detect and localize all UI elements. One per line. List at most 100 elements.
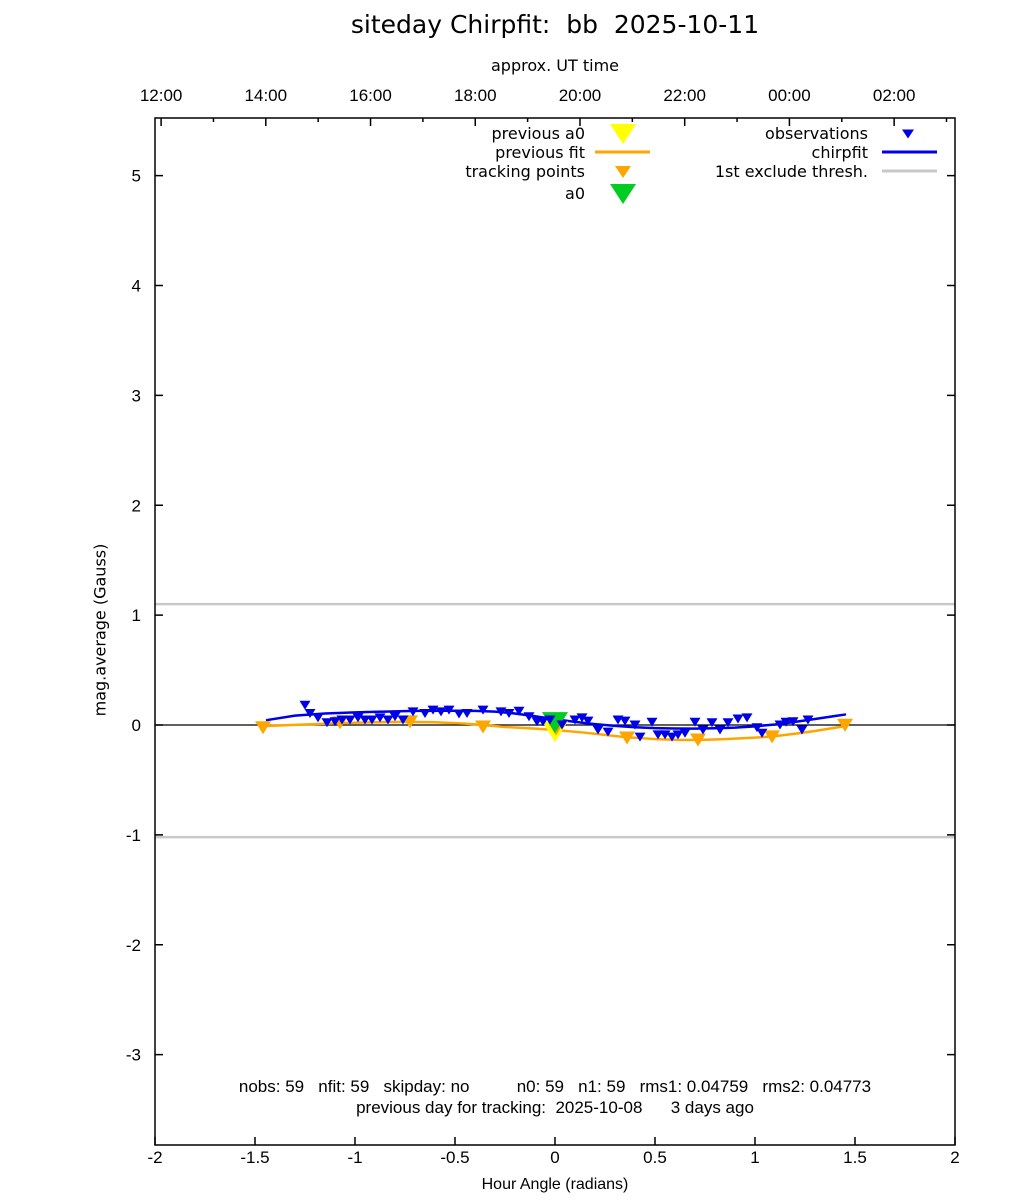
tracking-point: [475, 720, 491, 734]
observation-point: [321, 718, 333, 728]
ut-tick-label: 12:00: [140, 86, 183, 105]
observation-point: [774, 720, 786, 730]
legend-label: previous fit: [495, 143, 585, 162]
tracking-point: [255, 721, 271, 735]
x-tick-label: 2: [950, 1148, 959, 1167]
observation-point: [419, 708, 431, 718]
observation-point: [689, 717, 701, 727]
legend-marker-sample: [610, 184, 636, 204]
observation-point: [495, 707, 507, 717]
x-tick-label: -1.5: [240, 1148, 269, 1167]
observation-point: [382, 715, 394, 725]
observation-point: [513, 706, 525, 716]
observation-point: [787, 717, 799, 727]
observation-point: [461, 708, 473, 718]
observation-point: [435, 707, 447, 717]
ut-tick-label: 20:00: [559, 86, 602, 105]
observation-point: [453, 709, 465, 719]
tracking-point: [690, 733, 706, 747]
observation-point: [556, 720, 568, 730]
y-tick-label: 3: [132, 386, 141, 405]
legend-marker-sample: [610, 124, 636, 144]
x-tick-label: 0.5: [643, 1148, 667, 1167]
y-tick-label: 2: [132, 496, 141, 515]
observation-point: [634, 732, 646, 742]
top-axis-title: approx. UT time: [491, 56, 619, 75]
tracking-point: [837, 718, 853, 732]
observation-point: [666, 732, 678, 742]
observation-point: [582, 716, 594, 726]
observation-point: [714, 725, 726, 735]
chart-title: siteday Chirpfit: bb 2025-10-11: [350, 10, 760, 39]
observation-point: [359, 715, 371, 725]
legend-label: observations: [765, 124, 868, 143]
observation-point: [697, 725, 709, 735]
y-tick-label: -3: [126, 1046, 141, 1065]
x-tick-label: -2: [147, 1148, 162, 1167]
legend-marker-sample: [615, 166, 631, 178]
observation-point: [336, 715, 348, 725]
y-axis-title: mag.average (Gauss): [90, 543, 110, 717]
observation-point: [741, 713, 753, 723]
y-tick-label: 0: [132, 716, 141, 735]
y-tick-label: 1: [132, 606, 141, 625]
legend-label: previous a0: [492, 124, 585, 143]
ut-tick-label: 14:00: [245, 86, 288, 105]
x-tick-label: 1: [750, 1148, 759, 1167]
observation-point: [312, 713, 324, 723]
observation-point: [537, 717, 549, 727]
x-tick-label: 0: [550, 1148, 559, 1167]
observation-point: [407, 707, 419, 717]
observation-point: [569, 715, 581, 725]
ut-tick-label: 18:00: [454, 86, 497, 105]
observation-point: [780, 717, 792, 727]
legend-label: chirpfit: [812, 143, 868, 162]
ut-tick-label: 02:00: [873, 86, 916, 105]
observation-point: [796, 725, 808, 735]
fit-stats-line: nobs: 59 nfit: 59 skipday: no n0: 59 n1:…: [238, 1077, 872, 1096]
y-tick-label: -1: [126, 826, 141, 845]
x-tick-label: -0.5: [440, 1148, 469, 1167]
y-tick-label: 5: [132, 167, 141, 186]
observation-point: [304, 708, 316, 718]
observation-point: [679, 728, 691, 738]
observation-point: [299, 700, 311, 710]
observation-point: [602, 727, 614, 737]
observation-point: [751, 723, 763, 733]
legend-label: a0: [565, 184, 585, 203]
observation-point: [344, 715, 356, 725]
observation-point: [722, 718, 734, 728]
x-axis-title: Hour Angle (radians): [481, 1176, 629, 1193]
chirpfit-line: [265, 709, 847, 730]
observation-point: [389, 712, 401, 722]
observation-point: [523, 712, 535, 722]
observation-point: [503, 708, 515, 718]
observation-point: [477, 705, 489, 715]
observation-point: [652, 730, 664, 740]
observation-point: [629, 720, 641, 730]
x-tick-label: 1.5: [843, 1148, 867, 1167]
observation-point: [544, 715, 556, 725]
observation-point: [592, 725, 604, 735]
observation-point: [427, 705, 439, 715]
observation-point: [397, 715, 409, 725]
observation-point: [329, 717, 341, 727]
y-tick-label: 4: [132, 277, 141, 296]
observation-point: [646, 717, 658, 727]
legend-label: tracking points: [465, 162, 585, 181]
x-tick-label: -1: [347, 1148, 362, 1167]
observation-point: [443, 705, 455, 715]
y-tick-label: -2: [126, 936, 141, 955]
observation-point: [756, 728, 768, 738]
plot-border: [154, 117, 956, 1146]
observation-point: [802, 715, 814, 725]
tracking-point: [764, 730, 780, 744]
tracking-point: [619, 731, 635, 745]
observation-point: [672, 730, 684, 740]
ut-tick-label: 16:00: [349, 86, 392, 105]
tracking-info-line: previous day for tracking: 2025-10-08 3 …: [356, 1098, 754, 1117]
ut-tick-label: 00:00: [768, 86, 811, 105]
legend-marker-sample: [902, 129, 914, 139]
